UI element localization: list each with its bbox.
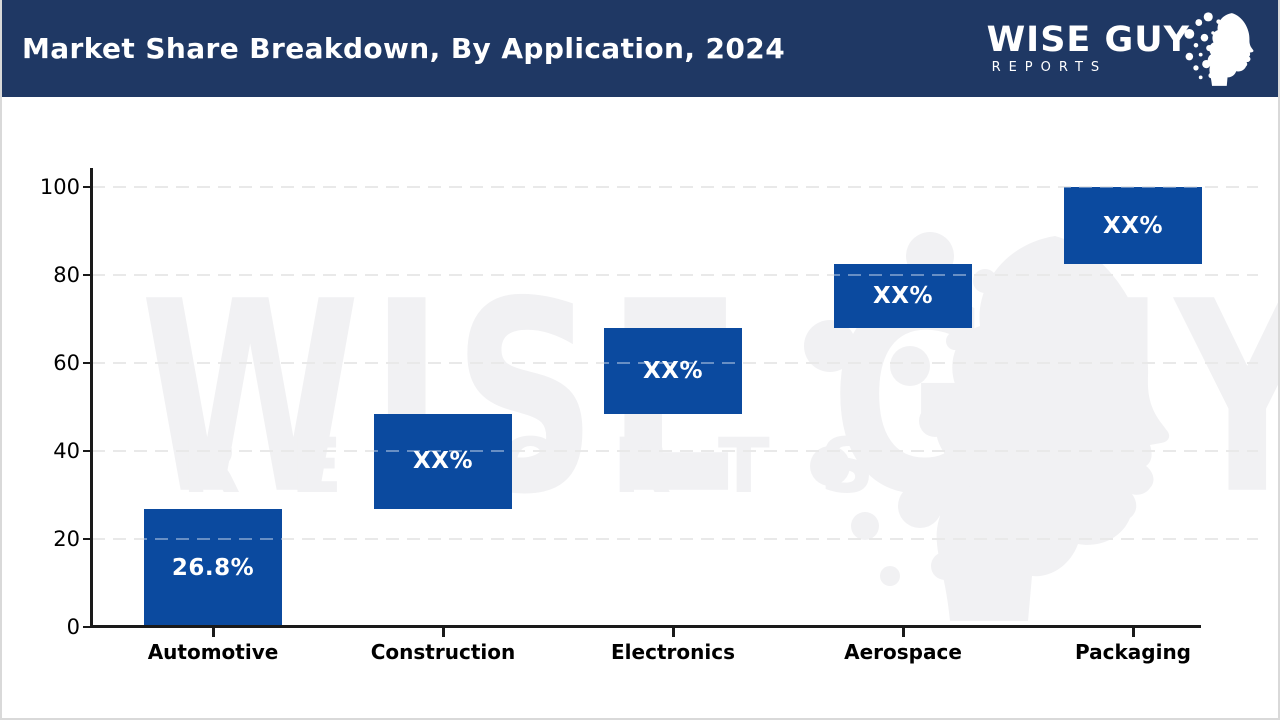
gridline-overlay [92,274,1258,276]
gridline-overlay [92,450,1258,452]
header-bar: Market Share Breakdown, By Application, … [2,0,1278,97]
x-tick-label: Automotive [147,640,279,664]
bar-label: XX% [412,448,473,475]
brand-logo: WISE GUY REPORTS [987,11,1264,87]
bar-label: 26.8% [171,555,255,582]
gridline [92,186,1258,188]
bar-label: XX% [1102,212,1163,239]
gridline [92,538,1258,540]
bar-label: XX% [872,282,933,309]
x-tick-label: Electronics [611,640,735,664]
y-tick-label: 0 [66,615,80,639]
gridline-overlay [92,538,1258,540]
y-axis-line [90,168,93,628]
gridline [92,274,1258,276]
brand-name: WISE GUY [986,20,1190,60]
y-tick-label: 100 [39,175,80,199]
gridline [92,450,1258,452]
x-tick-mark [902,628,905,637]
y-tick-mark [83,626,92,628]
y-tick-mark [83,538,92,540]
x-tick-mark [672,628,675,637]
x-tick-label: Aerospace [844,640,962,664]
y-tick-mark [83,362,92,364]
gridline-overlay [92,186,1258,188]
bar-label: XX% [642,357,703,384]
x-tick-label: Packaging [1075,640,1191,664]
bar-automotive: 26.8% [144,509,282,627]
y-tick-label: 20 [53,527,80,551]
page-title: Market Share Breakdown, By Application, … [22,32,786,65]
y-tick-label: 40 [53,439,80,463]
y-tick-label: 80 [53,263,80,287]
brand-logo-text: WISE GUY REPORTS [986,20,1190,75]
brand-head-icon [1184,11,1254,86]
y-tick-mark [83,274,92,276]
x-tick-mark [1132,628,1135,637]
bar-electronics: XX% [604,327,742,414]
bar-packaging: XX% [1064,187,1202,264]
watermark-text-reports: REPORTS [182,421,925,510]
gridline-overlay [92,362,1258,364]
brand-subname: REPORTS [991,60,1108,75]
x-tick-mark [212,628,215,637]
x-axis-line [90,625,1201,628]
y-tick-mark [83,450,92,452]
y-tick-label: 60 [53,351,80,375]
x-tick-mark [442,628,445,637]
x-tick-label: Construction [370,640,516,664]
bar-construction: XX% [374,413,512,510]
y-tick-mark [83,186,92,188]
